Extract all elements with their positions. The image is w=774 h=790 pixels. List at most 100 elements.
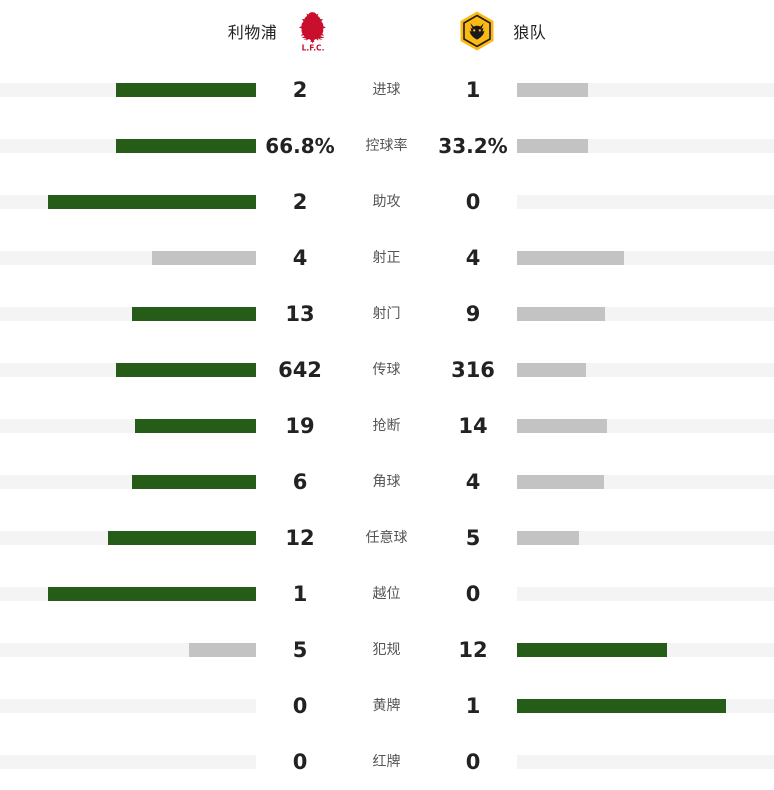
- home-stat-value: 4: [292, 245, 308, 270]
- home-bar-fill: [48, 587, 256, 601]
- liverpool-liver-bird-crest-icon: L.F.C.: [291, 9, 335, 53]
- stat-row: 66.8% 控球率 33.2%: [0, 118, 774, 174]
- stat-center-group: 4 射正 4: [256, 230, 517, 286]
- stat-label: 犯规: [372, 642, 401, 658]
- home-stat-value: 13: [285, 301, 315, 326]
- home-bar-fill: [116, 139, 256, 153]
- home-bar-fill: [189, 643, 256, 657]
- away-bar-track: [517, 139, 774, 153]
- stat-label: 任意球: [365, 530, 408, 546]
- home-team-block: 利物浦 L.F.C.: [228, 7, 336, 55]
- away-bar-fill: [517, 83, 588, 97]
- away-stat-value: 1: [465, 77, 481, 102]
- home-stat-value: 642: [278, 357, 322, 382]
- away-bar-fill: [517, 643, 667, 657]
- away-bar-track: [517, 699, 774, 713]
- home-bar-track: [0, 83, 256, 97]
- stat-center-group: 0 黄牌 1: [256, 678, 517, 734]
- home-stat-value: 1: [292, 581, 308, 606]
- stat-center-group: 5 犯规 12: [256, 622, 517, 678]
- home-bar-fill: [48, 195, 256, 209]
- stat-label: 角球: [372, 474, 401, 490]
- liverpool-crest-text: L.F.C.: [302, 44, 325, 53]
- stat-row: 2 进球 1: [0, 62, 774, 118]
- stat-row: 6 角球 4: [0, 454, 774, 510]
- away-bar-track: [517, 195, 774, 209]
- away-bar-track: [517, 587, 774, 601]
- away-team-block: 狼队: [455, 7, 546, 55]
- stat-row: 0 黄牌 1: [0, 678, 774, 734]
- stat-label: 传球: [372, 362, 401, 378]
- away-bar-track: [517, 643, 774, 657]
- stat-label: 助攻: [372, 194, 401, 210]
- stat-row: 19 抢断 14: [0, 398, 774, 454]
- stat-row: 2 助攻 0: [0, 174, 774, 230]
- away-stat-value: 9: [465, 301, 481, 326]
- away-stat-value: 0: [465, 581, 481, 606]
- away-bar-fill: [517, 139, 588, 153]
- home-bar-fill: [152, 251, 256, 265]
- away-stat-value: 1: [465, 693, 481, 718]
- home-bar-track: [0, 419, 256, 433]
- stat-label: 抢断: [372, 418, 401, 434]
- home-stat-value: 0: [292, 693, 308, 718]
- away-stat-value: 0: [465, 749, 481, 774]
- home-bar-track: [0, 251, 256, 265]
- away-stat-value: 5: [465, 525, 481, 550]
- home-stat-value: 12: [285, 525, 315, 550]
- away-bar-track: [517, 419, 774, 433]
- home-team-name: 利物浦: [227, 23, 278, 42]
- away-stat-value: 316: [451, 357, 495, 382]
- away-bar-fill: [517, 307, 605, 321]
- stat-row: 642 传球 316: [0, 342, 774, 398]
- stat-center-group: 6 角球 4: [256, 454, 517, 510]
- home-bar-track: [0, 531, 256, 545]
- home-bar-track: [0, 195, 256, 209]
- stat-label: 越位: [372, 586, 401, 602]
- away-bar-track: [517, 755, 774, 769]
- stat-rows: 2 进球 1 66.8% 控球率 33.2% 2 助攻 0 4 射正 4 13 射门 9 642 传球 316 19…: [0, 62, 774, 790]
- home-stat-value: 19: [285, 413, 315, 438]
- stat-row: 4 射正 4: [0, 230, 774, 286]
- home-bar-fill: [132, 307, 256, 321]
- home-bar-track: [0, 699, 256, 713]
- away-bar-track: [517, 83, 774, 97]
- stat-label: 红牌: [372, 754, 401, 770]
- stat-row: 5 犯规 12: [0, 622, 774, 678]
- away-bar-fill: [517, 531, 579, 545]
- stat-center-group: 66.8% 控球率 33.2%: [256, 118, 517, 174]
- stat-label: 控球率: [365, 138, 408, 154]
- away-bar-track: [517, 363, 774, 377]
- home-bar-fill: [135, 419, 256, 433]
- away-bar-fill: [517, 251, 624, 265]
- home-stat-value: 5: [292, 637, 308, 662]
- stat-center-group: 13 射门 9: [256, 286, 517, 342]
- away-stat-value: 4: [465, 469, 481, 494]
- home-bar-track: [0, 475, 256, 489]
- match-stats-board: 利物浦 L.F.C.: [0, 7, 774, 772]
- stat-label: 射正: [372, 250, 401, 266]
- home-bar-track: [0, 363, 256, 377]
- home-stat-value: 2: [292, 189, 308, 214]
- away-bar-fill: [517, 475, 604, 489]
- stat-row: 0 红牌 0: [0, 734, 774, 790]
- stat-center-group: 642 传球 316: [256, 342, 517, 398]
- away-stat-value: 4: [465, 245, 481, 270]
- away-bar-fill: [517, 363, 586, 377]
- stat-center-group: 2 助攻 0: [256, 174, 517, 230]
- home-bar-track: [0, 307, 256, 321]
- home-bar-fill: [116, 363, 256, 377]
- stat-row: 12 任意球 5: [0, 510, 774, 566]
- stat-label: 进球: [372, 82, 401, 98]
- stat-label: 黄牌: [372, 698, 401, 714]
- away-team-name: 狼队: [513, 23, 547, 42]
- stat-row: 1 越位 0: [0, 566, 774, 622]
- away-bar-track: [517, 531, 774, 545]
- stat-center-group: 1 越位 0: [256, 566, 517, 622]
- home-bar-track: [0, 587, 256, 601]
- wolves-wolf-head-crest-icon: [455, 9, 499, 53]
- home-bar-fill: [132, 475, 256, 489]
- away-bar-track: [517, 307, 774, 321]
- away-stat-value: 12: [458, 637, 488, 662]
- away-bar-fill: [517, 699, 726, 713]
